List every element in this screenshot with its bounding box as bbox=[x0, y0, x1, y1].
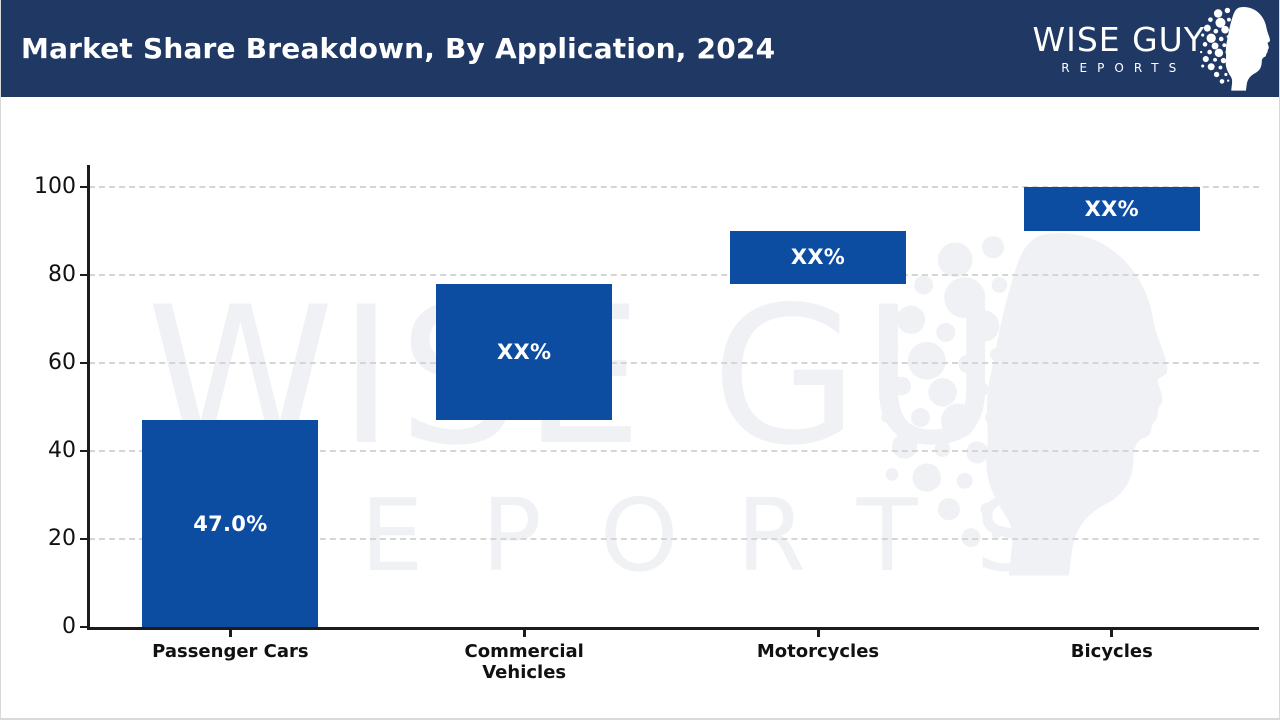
x-category-label-passenger-cars: Passenger Cars bbox=[152, 641, 309, 662]
gridline bbox=[89, 274, 1259, 276]
bar-value-label: XX% bbox=[790, 245, 846, 270]
gridline bbox=[89, 538, 1259, 540]
y-tick-mark bbox=[80, 538, 88, 540]
y-tick-label: 0 bbox=[62, 614, 76, 639]
header-bar: Market Share Breakdown, By Application, … bbox=[1, 0, 1279, 97]
y-tick-mark bbox=[80, 626, 88, 628]
page-title: Market Share Breakdown, By Application, … bbox=[21, 32, 776, 65]
bar-passenger-cars: 47.0% bbox=[142, 420, 319, 627]
y-tick-mark bbox=[80, 450, 88, 452]
y-tick-label: 40 bbox=[48, 438, 76, 463]
bar-commercial-vehicles: XX% bbox=[436, 283, 613, 421]
y-tick-mark bbox=[80, 362, 88, 364]
bar-value-label: XX% bbox=[497, 339, 552, 364]
x-tick-mark bbox=[816, 630, 820, 637]
bar-bicycles: XX% bbox=[1023, 187, 1200, 231]
y-tick-mark bbox=[80, 274, 88, 276]
y-tick-mark bbox=[80, 186, 88, 188]
x-tick-mark bbox=[228, 630, 232, 637]
x-tick-mark bbox=[1110, 630, 1114, 637]
bar-value-label: XX% bbox=[1084, 197, 1139, 221]
y-tick-label: 100 bbox=[34, 174, 76, 199]
logo-wordmark: WISE GUY REPORTS bbox=[1032, 23, 1205, 75]
x-axis-line bbox=[87, 627, 1259, 630]
y-tick-label: 60 bbox=[48, 350, 76, 375]
x-category-label-motorcycles: Motorcycles bbox=[756, 641, 880, 662]
logo-wordmark-line2: REPORTS bbox=[1061, 60, 1187, 75]
y-tick-label: 20 bbox=[48, 526, 76, 551]
y-axis-line bbox=[87, 165, 90, 630]
bar-value-label: 47.0% bbox=[193, 511, 268, 536]
x-tick-mark bbox=[522, 630, 526, 637]
gridline bbox=[89, 186, 1259, 188]
gridline bbox=[89, 362, 1259, 364]
x-category-label-bicycles: Bicycles bbox=[1070, 641, 1153, 662]
y-tick-label: 80 bbox=[48, 262, 76, 287]
gridline bbox=[89, 450, 1259, 452]
x-category-label-commercial-vehicles: Commercial Vehicles bbox=[464, 641, 584, 684]
bar-motorcycles: XX% bbox=[730, 231, 906, 284]
logo-wordmark-line1: WISE GUY bbox=[1032, 20, 1205, 60]
waterfall-chart: WISE GUY REPORTS 0 20 40 60 80 100 47.0% Passen… bbox=[1, 97, 1279, 718]
logo: WISE GUY REPORTS bbox=[1032, 4, 1275, 94]
